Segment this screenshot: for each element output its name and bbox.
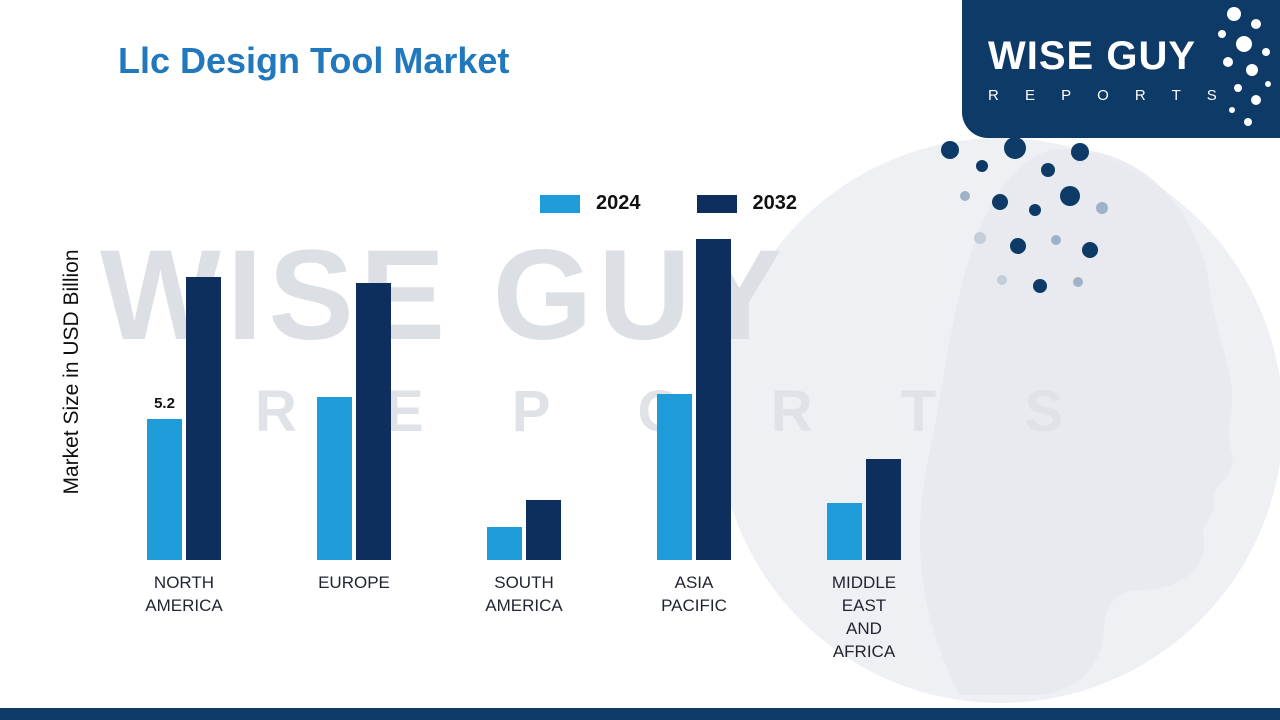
brand-name: WISE GUY xyxy=(988,34,1197,78)
bar-2024-4 xyxy=(827,503,862,560)
brand-reports: R E P O R T S xyxy=(988,87,1228,104)
bar-value-label: 5.2 xyxy=(154,395,175,412)
bar-2024-0: 5.2 xyxy=(147,395,182,560)
bar-group: EUROPE xyxy=(279,220,429,664)
bar-2024-2 xyxy=(487,527,522,560)
legend-item-2024: 2024 xyxy=(540,192,641,215)
bar-2032-0 xyxy=(186,277,221,560)
plot-area: 5.2 NORTH AMERICA EUROPE SOUTH AMERICA ASIA PAC… xyxy=(109,220,939,664)
category-label: SOUTH AMERICA xyxy=(485,573,563,615)
page-title: Llc Design Tool Market xyxy=(118,40,510,81)
footer-bar xyxy=(0,708,1280,720)
bar-2032-1 xyxy=(356,283,391,560)
bar-group: MIDDLE EAST AND AFRICA xyxy=(789,220,939,664)
brand-face-dots-icon xyxy=(1218,7,1271,126)
legend-swatch-2024 xyxy=(540,194,580,213)
category-label: NORTH AMERICA xyxy=(145,573,223,615)
legend-label-2024: 2024 xyxy=(596,192,641,214)
bar-group: 5.2 NORTH AMERICA xyxy=(109,220,259,664)
legend-item-2032: 2032 xyxy=(696,192,798,215)
face-profile-watermark xyxy=(920,149,1233,695)
bar-2024-1 xyxy=(317,397,352,560)
category-label: ASIA PACIFIC xyxy=(661,573,727,615)
bar-2024-3 xyxy=(657,394,692,560)
chart-legend: 2024 2032 xyxy=(540,192,797,215)
bar-group: ASIA PACIFIC xyxy=(619,220,769,664)
y-axis-label: Market Size in USD Billion xyxy=(60,249,83,495)
halftone-dots xyxy=(941,137,1108,293)
category-label: MIDDLE EAST AND AFRICA xyxy=(831,573,897,661)
bar-2032-4 xyxy=(866,459,901,560)
legend-label-2032: 2032 xyxy=(752,192,798,214)
legend-swatch-2032 xyxy=(696,194,737,213)
brand-logo: WISE GUY R E P O R T S xyxy=(962,0,1280,138)
bar-2032-2 xyxy=(526,500,561,560)
bar-group: SOUTH AMERICA xyxy=(449,220,599,664)
category-label: EUROPE xyxy=(318,573,390,592)
bar-2032-3 xyxy=(696,239,731,560)
